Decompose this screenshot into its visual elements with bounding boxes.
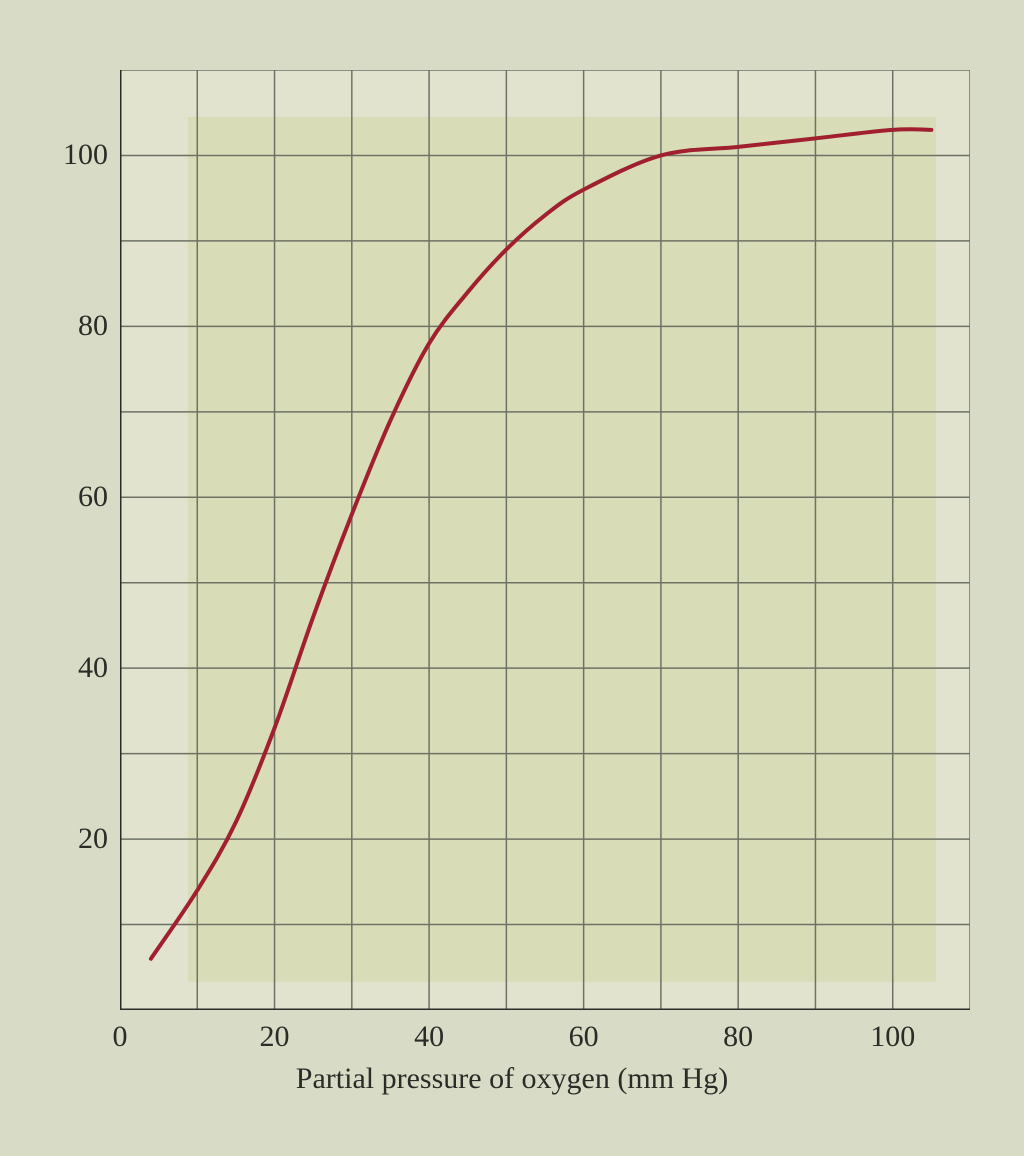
x-tick-label: 80 — [723, 1010, 753, 1054]
x-axis-label: Partial pressure of oxygen (mm Hg) — [0, 1062, 1024, 1096]
plot-area: 20406080100 020406080100 — [120, 70, 970, 1010]
page: Percentage saturation of haemoglobin wit… — [0, 0, 1024, 1156]
x-tick-label: 0 — [113, 1010, 128, 1054]
x-tick-label: 20 — [260, 1010, 290, 1054]
x-tick-label: 40 — [414, 1010, 444, 1054]
x-tick-label: 100 — [870, 1010, 915, 1054]
y-tick-label: 100 — [63, 138, 120, 172]
chart-svg — [120, 70, 970, 1010]
y-tick-label: 60 — [78, 480, 120, 514]
y-tick-label: 40 — [78, 651, 120, 685]
x-tick-label: 60 — [569, 1010, 599, 1054]
y-tick-label: 80 — [78, 309, 120, 343]
y-tick-label: 20 — [78, 822, 120, 856]
plot-tint — [188, 117, 936, 982]
